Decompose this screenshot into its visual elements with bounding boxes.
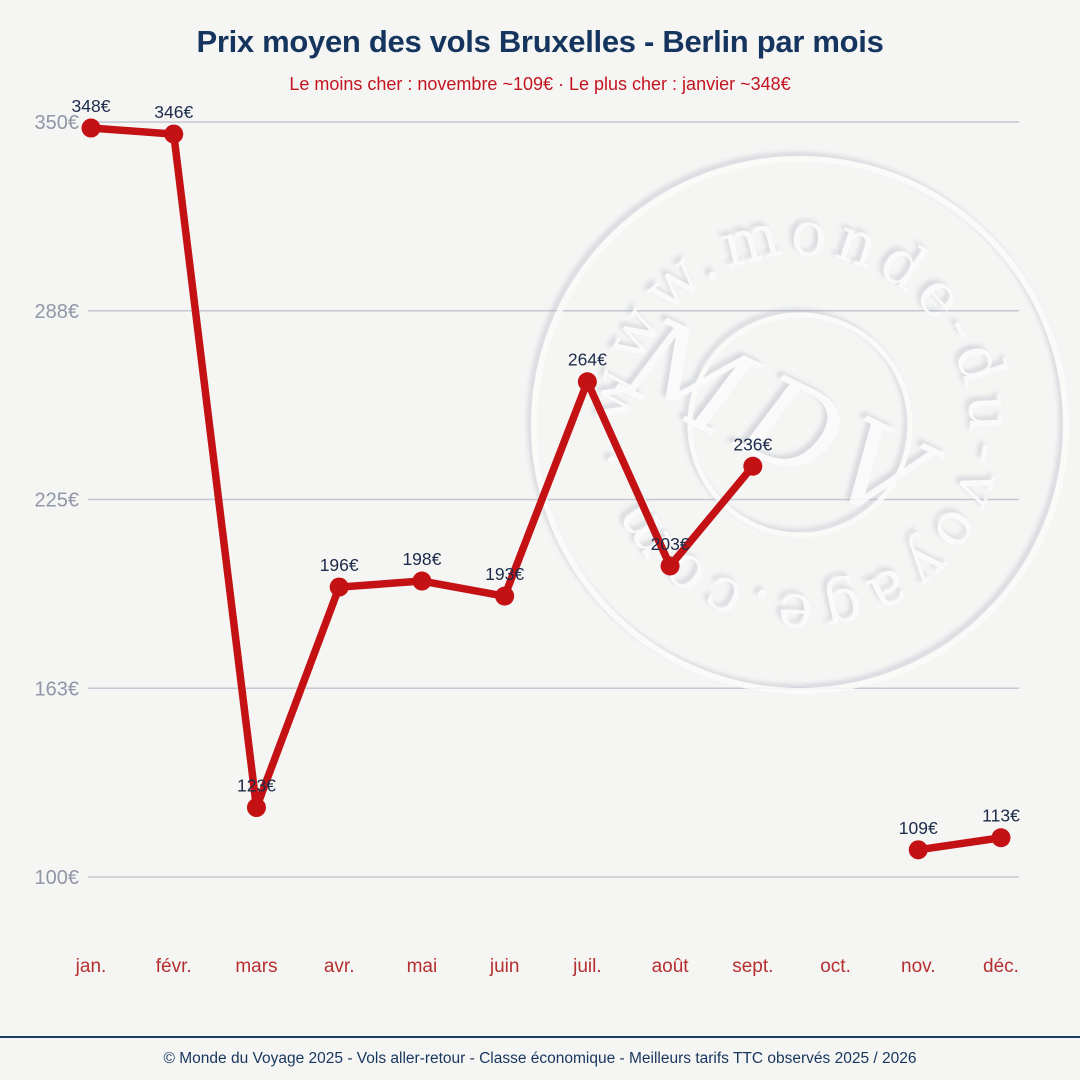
data-point [743, 456, 763, 476]
data-point-label: 203€ [651, 534, 690, 554]
data-point [164, 124, 184, 144]
x-tick-label: jan. [75, 956, 107, 977]
data-point-label: 193€ [485, 564, 524, 584]
data-point-label: 348€ [72, 96, 111, 116]
x-tick-label: avr. [324, 956, 355, 977]
data-point [81, 118, 101, 138]
series-line [914, 833, 1005, 854]
data-point-label: 198€ [402, 549, 441, 569]
footer-text: © Monde du Voyage 2025 - Vols aller-reto… [163, 1050, 917, 1067]
data-point [577, 372, 597, 392]
data-point-label: 109€ [899, 818, 938, 838]
data-point [660, 556, 680, 576]
data-point-label: 236€ [733, 434, 772, 454]
watermark: www.monde-du-voyage.com · MDV [531, 156, 1069, 694]
data-point [908, 840, 928, 860]
x-tick-label: mars [235, 956, 277, 977]
data-point-label: 196€ [320, 555, 359, 575]
y-tick-label: 350€ [35, 112, 80, 134]
y-tick-label: 225€ [35, 490, 80, 512]
x-tick-label: juil. [572, 956, 602, 977]
x-tick-label: déc. [983, 956, 1019, 977]
page-subtitle: Le moins cher : novembre ~109€ · Le plus… [289, 74, 791, 94]
x-tick-label: nov. [901, 956, 936, 977]
y-tick-label: 288€ [35, 301, 80, 323]
data-point-label: 113€ [982, 806, 1020, 826]
series-group: 348€ 346€ 123€ 196€ 198€ 193€ 264€ 203€ 236€ 109€… [72, 96, 1020, 860]
y-tick-label: 100€ [35, 867, 80, 889]
x-tick-label: juin [489, 956, 520, 977]
data-point [412, 571, 432, 591]
watermark-inner-ring [687, 312, 913, 538]
x-tick-label: févr. [156, 956, 192, 977]
data-point-label: 264€ [568, 350, 607, 370]
series-line [87, 124, 757, 812]
x-tick-label: août [652, 956, 690, 977]
data-point-label: 123€ [237, 776, 276, 796]
watermark-outer-ring [531, 156, 1069, 694]
y-tick-label: 163€ [35, 678, 80, 700]
x-tick-label: mai [407, 956, 438, 977]
x-tick-label: sept. [732, 956, 773, 977]
data-point [991, 828, 1011, 848]
axis-group: 350€ 288€ 225€ 163€ 100€ jan. févr. mars avr. mai… [35, 112, 1019, 977]
page-title: Prix moyen des vols Bruxelles - Berlin p… [196, 24, 884, 59]
data-point [329, 577, 349, 597]
data-point-label: 346€ [154, 102, 193, 122]
x-tick-label: oct. [820, 956, 851, 977]
data-point [495, 586, 515, 606]
footer: © Monde du Voyage 2025 - Vols aller-reto… [0, 1036, 1080, 1080]
data-point [246, 798, 266, 818]
